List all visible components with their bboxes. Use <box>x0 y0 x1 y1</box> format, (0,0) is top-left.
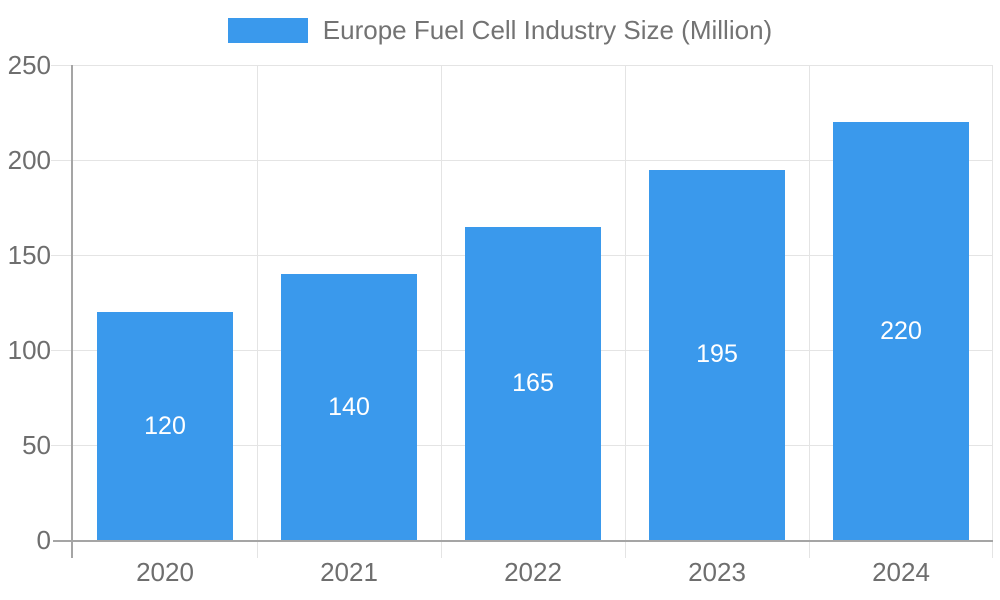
bar-2022[interactable]: 165 <box>465 226 601 540</box>
y-axis-line <box>71 65 73 558</box>
bar-value-label: 195 <box>696 340 738 369</box>
y-axis-tick-label: 0 <box>36 525 51 555</box>
x-axis-tick <box>257 542 258 558</box>
y-axis-tick <box>51 445 71 446</box>
bar-2021[interactable]: 140 <box>281 274 417 540</box>
plot-area: 120 140 165 195 220 <box>51 65 993 558</box>
bar-value-label: 220 <box>880 316 922 345</box>
y-axis-tick-label: 250 <box>7 50 51 80</box>
y-axis-tick <box>51 255 71 256</box>
x-axis-tick-label: 2024 <box>872 557 930 587</box>
gridline-vertical <box>625 65 626 540</box>
x-axis-tick <box>809 542 810 558</box>
bar-2020[interactable]: 120 <box>97 312 233 540</box>
x-axis-tick-label: 2022 <box>504 557 562 587</box>
y-axis-tick <box>51 350 71 351</box>
x-axis-line <box>53 540 993 542</box>
bar-2024[interactable]: 220 <box>833 122 969 540</box>
legend-label: Europe Fuel Cell Industry Size (Million) <box>322 15 773 45</box>
x-axis-tick-label: 2020 <box>136 557 194 587</box>
y-axis-tick <box>51 65 71 66</box>
gridline-vertical <box>257 65 258 540</box>
y-axis-tick-label: 150 <box>7 240 51 270</box>
bar-value-label: 165 <box>512 368 554 397</box>
gridline-vertical <box>809 65 810 540</box>
bar-value-label: 140 <box>328 392 370 421</box>
y-axis-tick <box>51 160 71 161</box>
legend-swatch-icon <box>227 18 308 43</box>
gridline-vertical <box>441 65 442 540</box>
x-axis-tick-label: 2023 <box>688 557 746 587</box>
gridline-horizontal <box>73 65 993 66</box>
y-axis-tick-label: 200 <box>7 145 51 175</box>
bar-2023[interactable]: 195 <box>649 169 785 540</box>
y-axis-tick-label: 50 <box>22 430 51 460</box>
gridline-horizontal <box>73 160 993 161</box>
gridline-vertical <box>992 65 993 540</box>
bar-value-label: 120 <box>144 411 186 440</box>
x-axis-tick <box>625 542 626 558</box>
x-axis-tick <box>992 542 993 558</box>
chart-legend[interactable]: Europe Fuel Cell Industry Size (Million) <box>0 16 1000 45</box>
x-axis-tick <box>441 542 442 558</box>
y-axis-tick-label: 100 <box>7 335 51 365</box>
x-axis-tick-label: 2021 <box>320 557 378 587</box>
